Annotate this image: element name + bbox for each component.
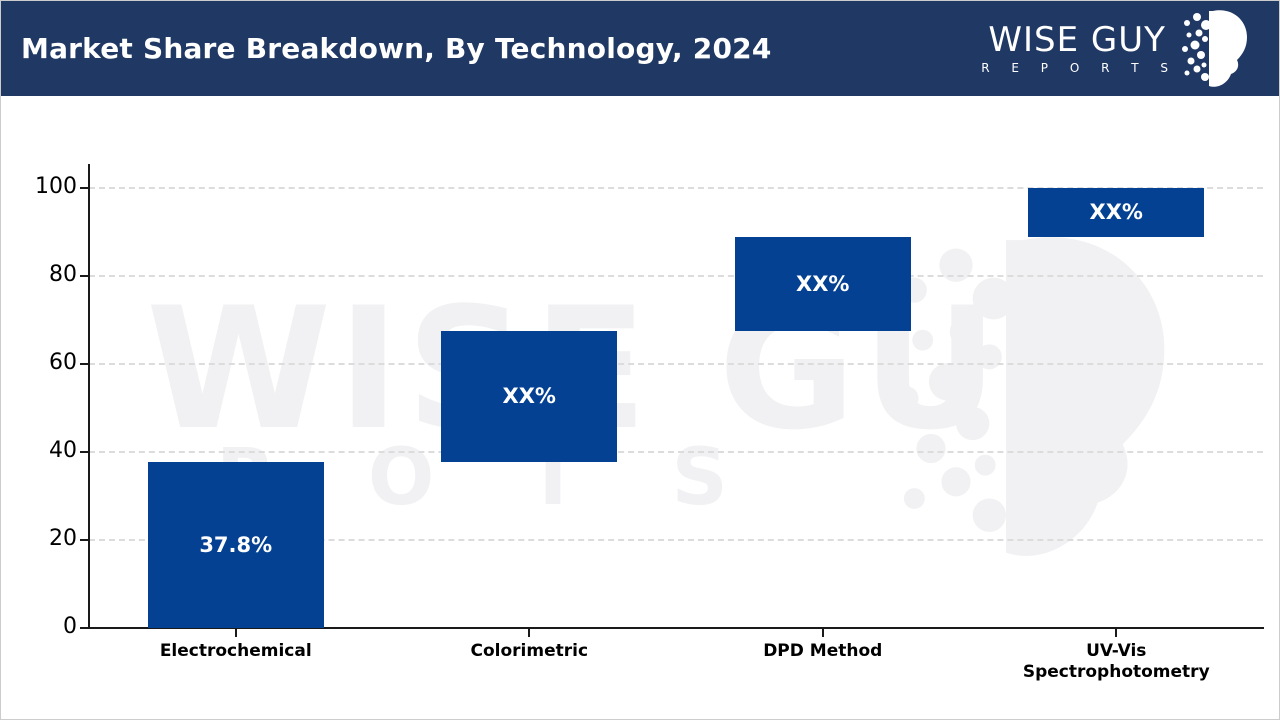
y-axis-line xyxy=(88,164,90,629)
gridline-20 xyxy=(89,539,1263,541)
page-title: Market Share Breakdown, By Technology, 2… xyxy=(21,32,772,65)
y-tick-label-20: 20 xyxy=(49,526,77,551)
y-tick-label-40: 40 xyxy=(49,438,77,463)
gridline-40 xyxy=(89,451,1263,453)
bar-colorimetric: XX% xyxy=(441,330,618,462)
x-axis-line xyxy=(88,627,1264,629)
wise-guy-face-icon xyxy=(1182,9,1247,87)
y-tick-mark-60 xyxy=(80,363,89,365)
wise-guy-logo: WISE GUY R E P O R T S xyxy=(977,9,1251,89)
logo-wordmark: WISE GUY xyxy=(988,19,1166,60)
bar-value-label: XX% xyxy=(796,271,850,296)
bar-value-label: XX% xyxy=(502,384,556,409)
bar-value-label: XX% xyxy=(1089,200,1143,225)
y-tick-mark-0 xyxy=(80,627,89,629)
y-tick-mark-20 xyxy=(80,539,89,541)
bar-uv-vis-spectrophotometry: XX% xyxy=(1028,188,1205,237)
y-tick-label-80: 80 xyxy=(49,262,77,287)
x-category-label-4: UV-Vis Spectrophotometry xyxy=(1022,641,1210,683)
gridline-60 xyxy=(89,363,1263,365)
gridline-80 xyxy=(89,275,1263,277)
y-tick-mark-100 xyxy=(80,187,89,189)
bar-electrochemical: 37.8% xyxy=(147,461,324,628)
y-tick-label-0: 0 xyxy=(63,614,77,639)
logo-text: WISE GUY R E P O R T S xyxy=(977,23,1177,75)
y-tick-label-100: 100 xyxy=(35,174,77,199)
x-category-label-2: Colorimetric xyxy=(470,641,589,661)
x-tick-mark xyxy=(1115,628,1118,637)
header-band: Market Share Breakdown, By Technology, 2… xyxy=(1,1,1279,96)
x-tick-mark xyxy=(528,628,531,637)
logo-reports-label: R E P O R T S xyxy=(981,60,1177,75)
bar-value-label: 37.8% xyxy=(199,532,273,557)
x-category-label-3: DPD Method xyxy=(763,641,883,661)
y-tick-mark-40 xyxy=(80,451,89,453)
x-tick-mark xyxy=(234,628,237,637)
x-category-label-1: Electrochemical xyxy=(159,641,312,661)
gridline-100 xyxy=(89,187,1263,189)
x-tick-mark xyxy=(821,628,824,637)
y-tick-mark-80 xyxy=(80,275,89,277)
bar-dpd-method: XX% xyxy=(734,236,911,331)
y-tick-label-60: 60 xyxy=(49,350,77,375)
